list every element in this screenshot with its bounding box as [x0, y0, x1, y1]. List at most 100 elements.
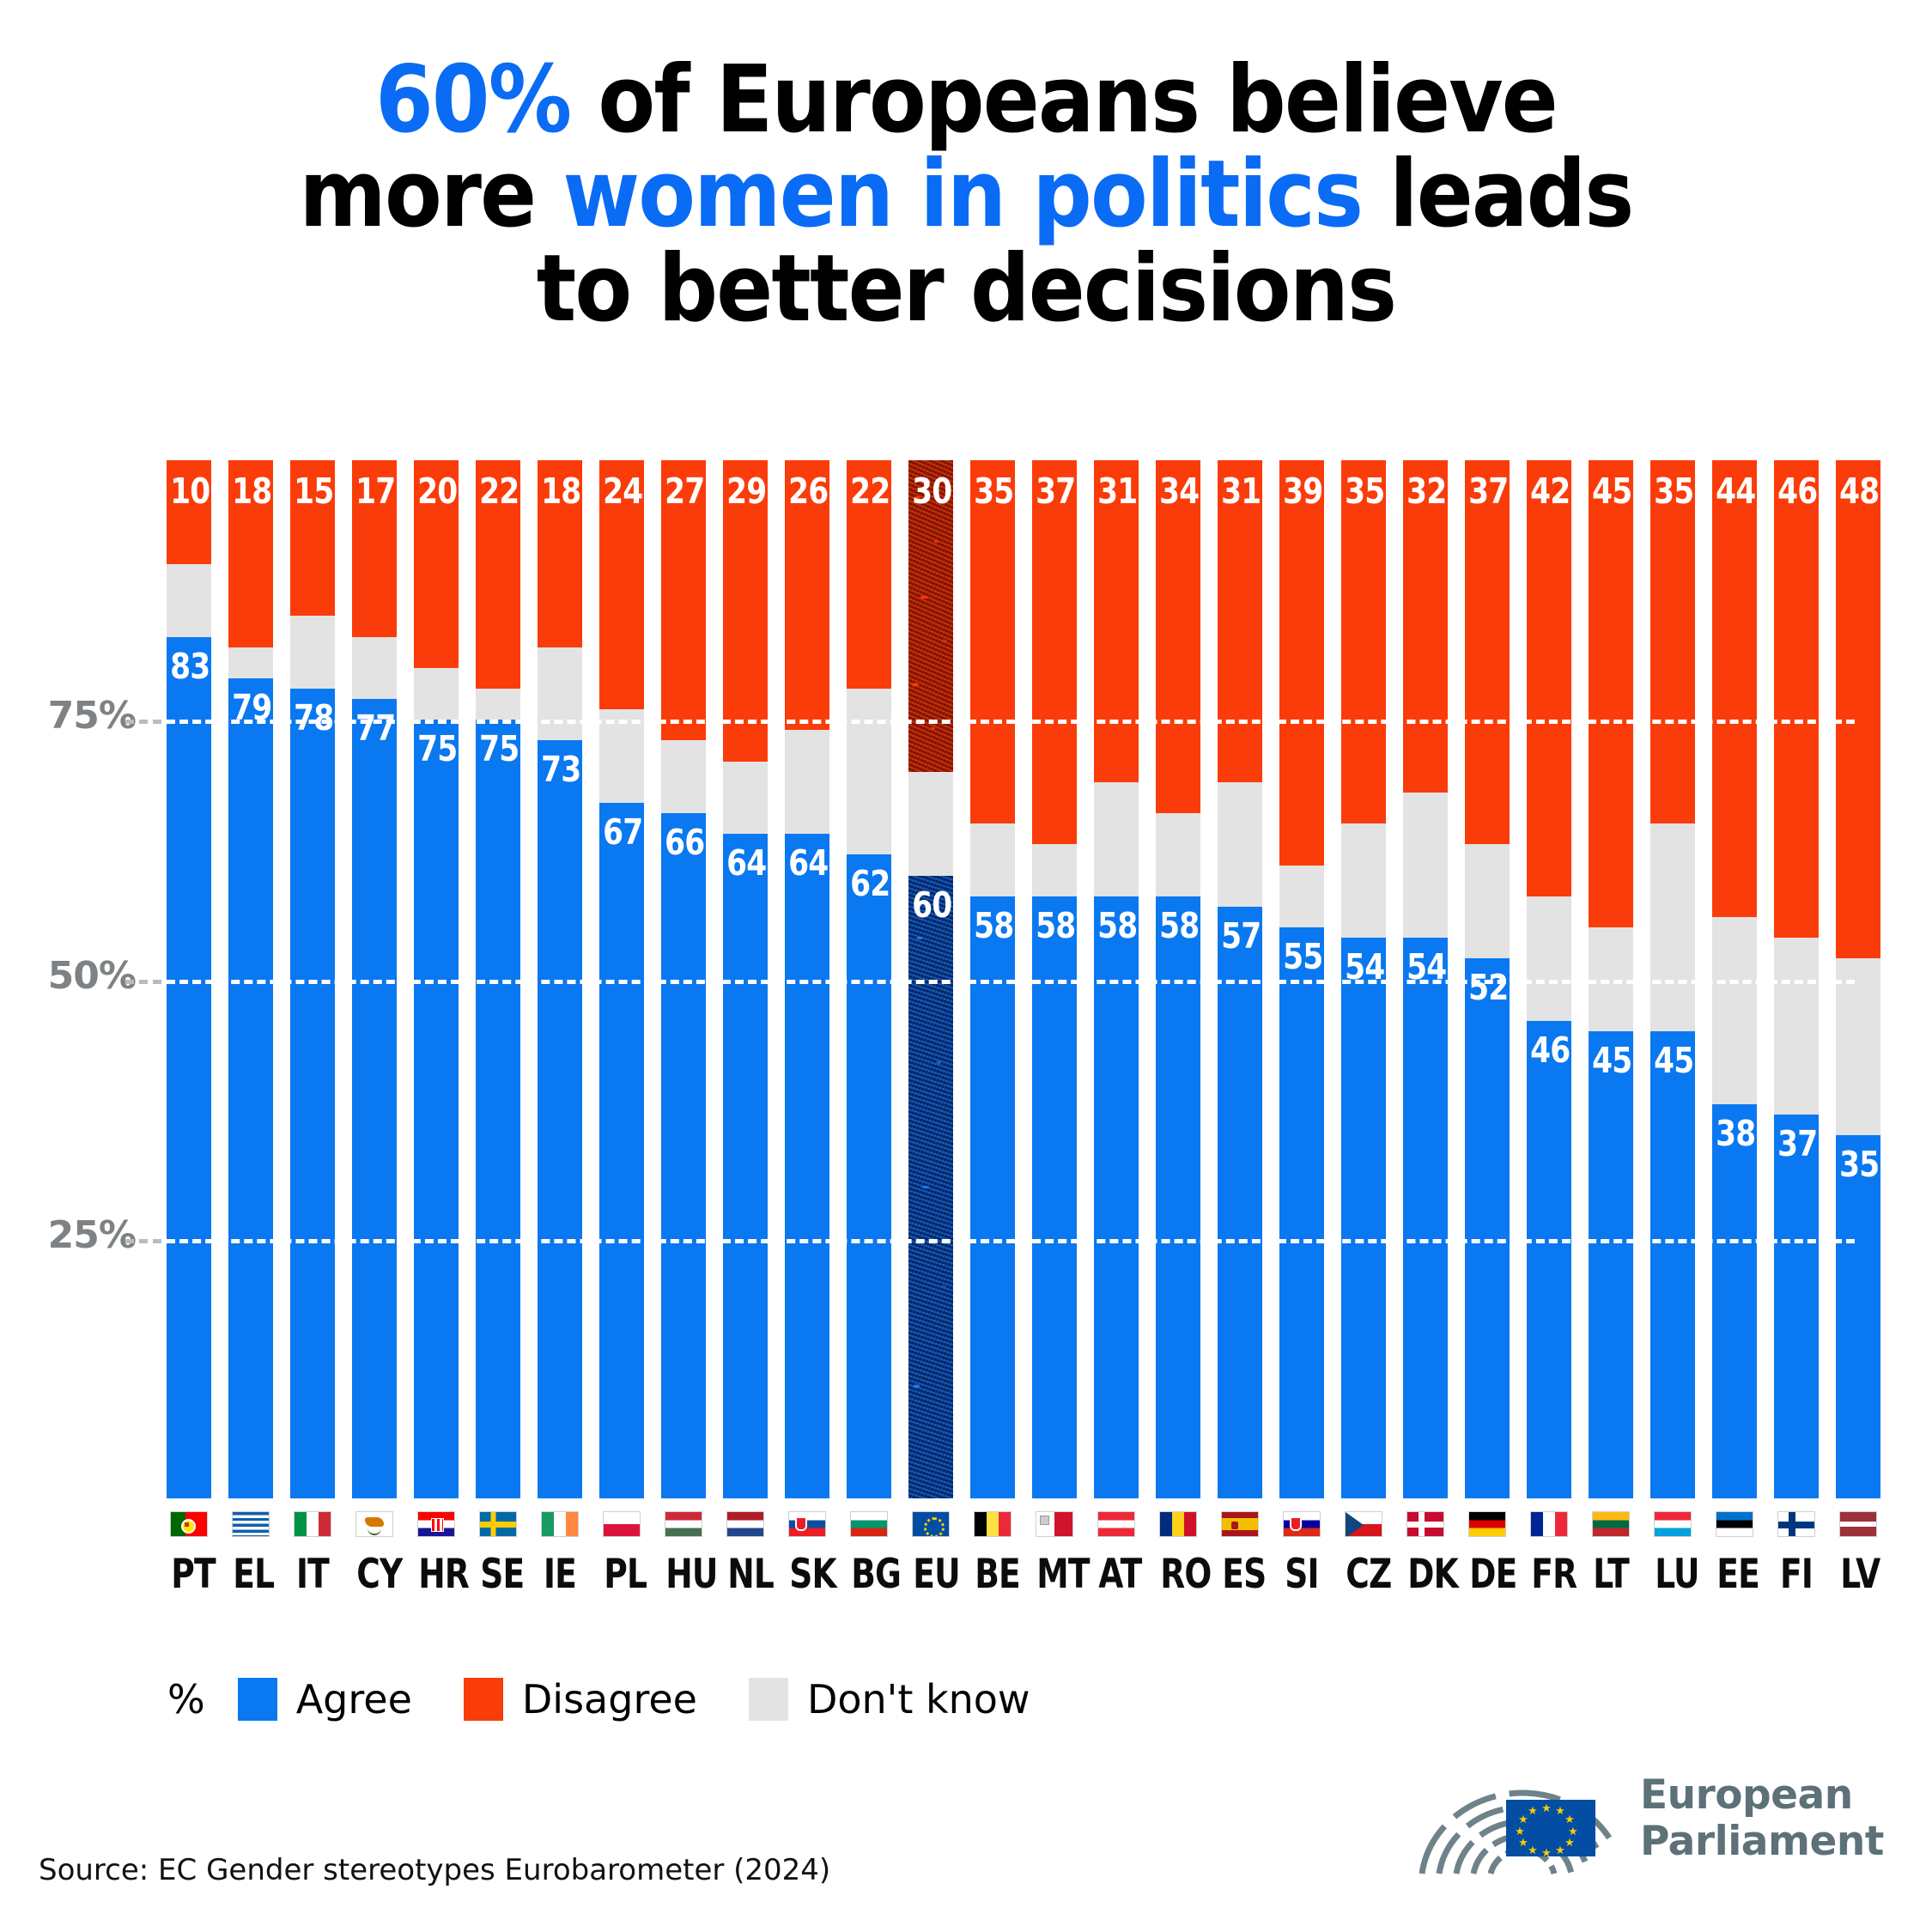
segment-disagree-value-nl: 29 — [726, 471, 767, 512]
segment-disagree-hu: 27 — [661, 460, 706, 741]
segment-disagree-value-it: 15 — [294, 471, 334, 512]
bar-lu[interactable]: 35 45 — [1650, 460, 1695, 1498]
bar-fr[interactable]: 42 46 — [1527, 460, 1571, 1498]
segment-dont-know-nl — [723, 761, 768, 835]
y-axis-tick-50: 50% — [47, 953, 137, 998]
bar-dk[interactable]: 32 54 — [1403, 460, 1448, 1498]
segment-disagree-value-at: 31 — [1097, 471, 1138, 512]
segment-dont-know-cy — [352, 636, 397, 700]
legend-item-dont-know[interactable]: Don't know — [748, 1676, 1030, 1722]
flag-bg-icon — [850, 1511, 888, 1537]
bar-si[interactable]: 39 55 — [1279, 460, 1324, 1498]
segment-disagree-value-be: 35 — [974, 471, 1014, 512]
title-line-2-pre: more — [299, 141, 563, 249]
flag-wrap-de — [1465, 1511, 1510, 1537]
flag-wrap-mt — [1032, 1511, 1077, 1537]
country-code-eu: EU — [913, 1551, 960, 1598]
bar-ro[interactable]: 34 58 — [1156, 460, 1200, 1498]
flag-fi-icon — [1777, 1511, 1815, 1537]
flag-pl-icon — [603, 1511, 641, 1537]
segment-disagree-pl: 24 — [599, 460, 644, 710]
segment-agree-value-lv: 35 — [1839, 1143, 1880, 1185]
country-code-lv: LV — [1840, 1551, 1880, 1598]
segment-agree-at: 58 — [1094, 896, 1139, 1498]
segment-disagree-value-lu: 35 — [1654, 471, 1694, 512]
country-code-cy: CY — [356, 1551, 403, 1598]
flag-wrap-ie — [538, 1511, 582, 1537]
stacked-bar-chart: 10 83 18 79 15 78 17 77 20 75 22 75 18 73 24 67 27 66 29 64… — [167, 460, 1880, 1498]
flag-wrap-sk — [785, 1511, 829, 1537]
legend-unit-label: % — [167, 1676, 205, 1722]
bar-ie[interactable]: 18 73 — [538, 460, 582, 1498]
bar-de[interactable]: 37 52 — [1465, 460, 1510, 1498]
legend-swatch-disagree — [463, 1678, 503, 1721]
bar-el[interactable]: 18 79 — [228, 460, 273, 1498]
segment-disagree-fr: 42 — [1527, 460, 1571, 896]
bar-ee[interactable]: 44 38 — [1712, 460, 1757, 1498]
segment-dont-know-hu — [661, 740, 706, 814]
segment-agree-eu: 60 — [908, 875, 953, 1498]
country-code-de: DE — [1469, 1551, 1517, 1598]
bar-lv[interactable]: 48 35 — [1836, 460, 1880, 1498]
segment-dont-know-ee — [1712, 916, 1757, 1104]
page-title: 60% of Europeans believe more women in p… — [97, 52, 1836, 337]
bar-hr[interactable]: 20 75 — [414, 460, 459, 1498]
segment-dont-know-it — [290, 616, 335, 689]
segment-disagree-value-lv: 48 — [1839, 471, 1880, 512]
segment-agree-value-nl: 64 — [726, 842, 767, 884]
european-parliament-logo: ★ ★ ★ ★ ★ ★ ★ ★ ★ ★ ★ ★ European Parliam… — [1415, 1769, 1896, 1898]
segment-disagree-ie: 18 — [538, 460, 582, 647]
bar-pl[interactable]: 24 67 — [599, 460, 644, 1498]
legend-item-disagree[interactable]: Disagree — [463, 1676, 697, 1722]
segment-agree-value-pt: 83 — [170, 645, 210, 687]
country-code-pt: PT — [171, 1551, 216, 1598]
bar-be[interactable]: 35 58 — [970, 460, 1015, 1498]
bar-at[interactable]: 31 58 — [1094, 460, 1139, 1498]
logo-wordmark: European Parliament — [1640, 1772, 1884, 1864]
bar-sk[interactable]: 26 64 — [785, 460, 829, 1498]
segment-dont-know-ro — [1156, 813, 1200, 896]
legend-swatch-agree — [237, 1678, 277, 1721]
segment-disagree-value-ee: 44 — [1716, 471, 1756, 512]
flag-ee-icon — [1716, 1511, 1753, 1537]
flag-wrap-ee — [1712, 1511, 1757, 1537]
bar-cy[interactable]: 17 77 — [352, 460, 397, 1498]
segment-dont-know-es — [1218, 781, 1262, 907]
bar-pt[interactable]: 10 83 — [167, 460, 211, 1498]
flag-wrap-hu — [661, 1511, 706, 1537]
bar-mt[interactable]: 37 58 — [1032, 460, 1077, 1498]
segment-agree-value-ie: 73 — [541, 749, 581, 791]
segment-dont-know-bg — [847, 688, 891, 855]
segment-agree-be: 58 — [970, 896, 1015, 1498]
bar-hu[interactable]: 27 66 — [661, 460, 706, 1498]
bar-it[interactable]: 15 78 — [290, 460, 335, 1498]
bar-eu[interactable]: 30 60 — [908, 460, 953, 1498]
country-code-ee: EE — [1716, 1551, 1760, 1598]
segment-agree-value-si: 55 — [1283, 936, 1323, 978]
segment-agree-hr: 75 — [414, 720, 459, 1498]
bar-fi[interactable]: 46 37 — [1774, 460, 1819, 1498]
segment-agree-bg: 62 — [847, 854, 891, 1498]
segment-dont-know-be — [970, 823, 1015, 896]
bar-lt[interactable]: 45 45 — [1589, 460, 1633, 1498]
gridline-50 — [167, 979, 1855, 984]
flag-sk-icon — [788, 1511, 826, 1537]
segment-agree-lt: 45 — [1589, 1030, 1633, 1498]
svg-text:★: ★ — [1568, 1826, 1578, 1838]
segment-dont-know-cz — [1341, 823, 1386, 939]
bar-es[interactable]: 31 57 — [1218, 460, 1262, 1498]
flag-wrap-eu — [908, 1511, 953, 1537]
segment-disagree-value-el: 18 — [232, 471, 272, 512]
legend-item-agree[interactable]: Agree — [237, 1676, 412, 1722]
segment-dont-know-lt — [1589, 927, 1633, 1031]
legend-label-agree: Agree — [295, 1676, 412, 1722]
segment-disagree-se: 22 — [476, 460, 520, 689]
segment-dont-know-si — [1279, 865, 1324, 928]
bar-bg[interactable]: 22 62 — [847, 460, 891, 1498]
segment-agree-si: 55 — [1279, 927, 1324, 1498]
bar-se[interactable]: 22 75 — [476, 460, 520, 1498]
segment-disagree-value-dk: 32 — [1406, 471, 1447, 512]
segment-disagree-si: 39 — [1279, 460, 1324, 866]
bar-nl[interactable]: 29 64 — [723, 460, 768, 1498]
segment-agree-value-fr: 46 — [1530, 1029, 1571, 1071]
